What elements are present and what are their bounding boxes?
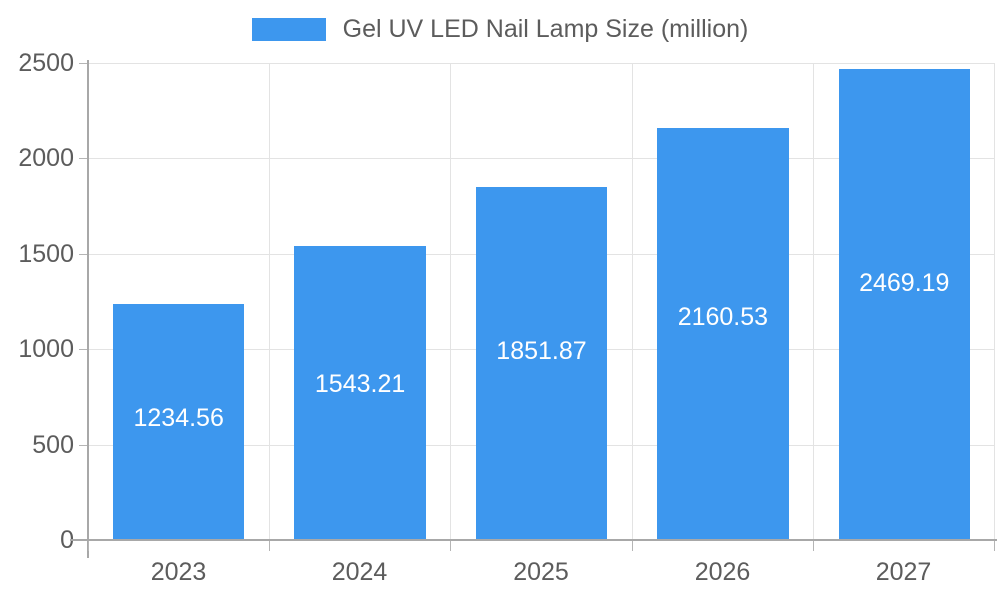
- y-tick-mark-500: [79, 445, 87, 446]
- x-tick-mark-3: [632, 541, 633, 551]
- y-tick-label-2500: 2500: [18, 49, 74, 77]
- x-tick-label-2026: 2026: [694, 558, 751, 586]
- legend-label: Gel UV LED Nail Lamp Size (million): [342, 14, 749, 43]
- x-tick-mark-5: [994, 541, 995, 551]
- gridline-vertical-2: [450, 63, 451, 540]
- plot-area: 1234.56 1543.21 1851.87 2160.53 2469.19: [88, 63, 995, 540]
- legend-item-0[interactable]: Gel UV LED Nail Lamp Size (million): [251, 14, 749, 43]
- gridline-vertical-5: [994, 63, 995, 540]
- gridline-2500: [88, 63, 995, 64]
- bar-2023[interactable]: [113, 304, 245, 540]
- bar-2026[interactable]: [657, 127, 789, 540]
- bar-value-2025: 1851.87: [496, 336, 587, 365]
- bar-value-2023: 1234.56: [133, 403, 224, 432]
- gridline-vertical-4: [813, 63, 814, 540]
- y-tick-mark-1500: [79, 254, 87, 255]
- y-tick-mark-2500: [79, 63, 87, 64]
- y-axis: 2500 2000 1500 1000 500 0: [0, 0, 74, 600]
- y-tick-label-500: 500: [32, 431, 74, 459]
- bar-2027[interactable]: [838, 68, 970, 540]
- y-tick-mark-2000: [79, 158, 87, 159]
- y-axis-line: [87, 60, 89, 558]
- x-tick-mark-4: [813, 541, 814, 551]
- x-tick-label-2027: 2027: [875, 558, 932, 586]
- bar-2024[interactable]: [294, 245, 426, 540]
- chart-legend: Gel UV LED Nail Lamp Size (million): [0, 0, 1000, 58]
- gridline-vertical-3: [632, 63, 633, 540]
- x-tick-mark-2: [450, 541, 451, 551]
- x-tick-label-2025: 2025: [513, 558, 569, 586]
- y-tick-label-0: 0: [60, 526, 74, 554]
- y-tick-label-1000: 1000: [18, 335, 74, 363]
- x-axis-line: [70, 539, 997, 541]
- legend-color-swatch-icon: [251, 17, 326, 41]
- x-tick-mark-0: [88, 541, 89, 551]
- bar-2025[interactable]: [475, 186, 608, 540]
- bar-value-2024: 1543.21: [314, 370, 406, 399]
- bar-value-2026: 2160.53: [677, 303, 769, 332]
- bar-value-2027: 2469.19: [859, 269, 950, 298]
- y-tick-label-1500: 1500: [18, 240, 74, 268]
- gridline-2000: [88, 158, 995, 159]
- x-tick-mark-1: [269, 541, 270, 551]
- y-tick-label-2000: 2000: [18, 144, 74, 172]
- y-tick-mark-1000: [79, 349, 87, 350]
- x-tick-label-2024: 2024: [331, 558, 388, 586]
- x-tick-label-2023: 2023: [150, 558, 207, 586]
- gridline-vertical-1: [269, 63, 270, 540]
